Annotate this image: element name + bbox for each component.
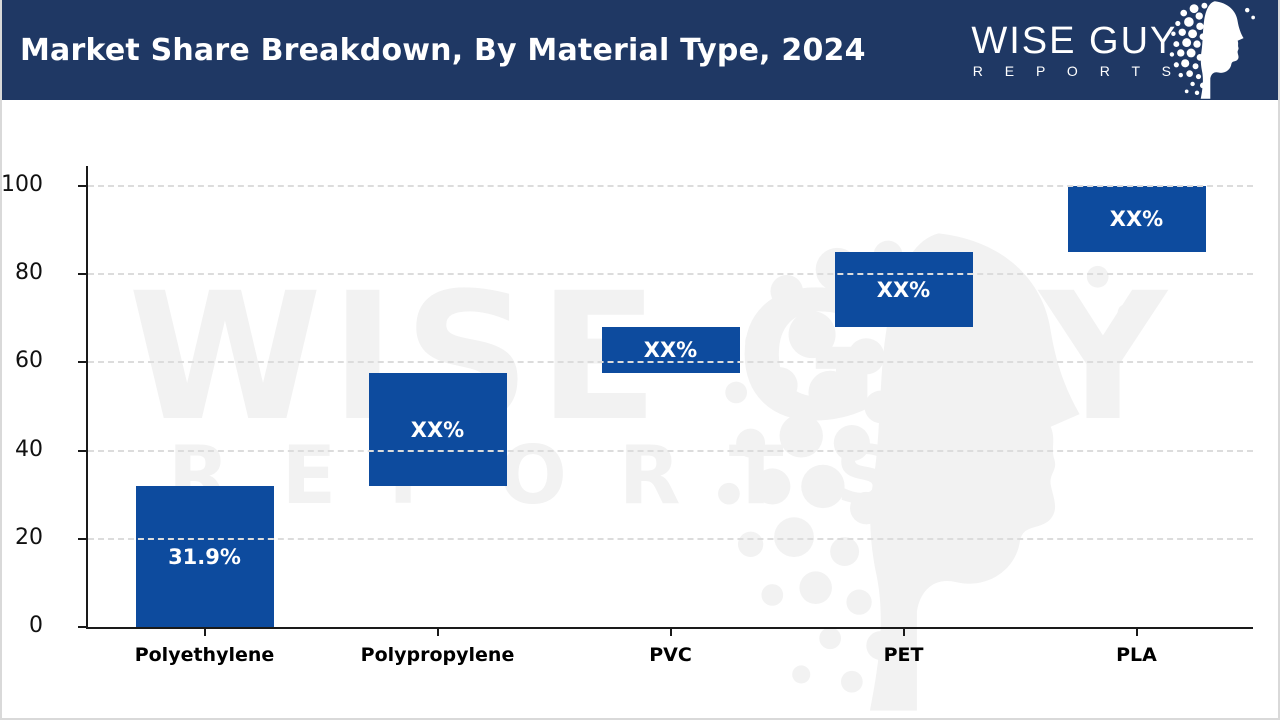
bar-value-label: XX% bbox=[1109, 206, 1164, 231]
y-tick-label: 100 bbox=[1, 171, 43, 197]
x-category-label: PVC bbox=[649, 644, 692, 666]
x-category-label: Polypropylene bbox=[360, 644, 515, 666]
x-tick-mark bbox=[902, 629, 905, 636]
gridline bbox=[88, 361, 1253, 364]
logo-text: WISE GUY R E P O R T S bbox=[969, 22, 1180, 79]
page-title: Market Share Breakdown, By Material Type… bbox=[20, 33, 866, 68]
gridline bbox=[88, 537, 1253, 540]
bar: XX% bbox=[834, 252, 973, 327]
y-tick-mark bbox=[78, 449, 86, 452]
x-category-label: PET bbox=[883, 644, 924, 666]
bar-value-label: XX% bbox=[410, 417, 465, 442]
bar: XX% bbox=[368, 373, 507, 487]
x-axis-line bbox=[86, 627, 1253, 629]
gridline bbox=[88, 449, 1253, 452]
gridline bbox=[88, 184, 1253, 187]
bar-value-label: 31.9% bbox=[168, 544, 241, 569]
y-tick-mark bbox=[78, 184, 86, 187]
x-tick-mark bbox=[203, 629, 206, 636]
y-tick-label: 0 bbox=[29, 613, 43, 638]
y-tick-mark bbox=[78, 626, 86, 628]
y-tick-label: 20 bbox=[15, 524, 43, 550]
bar-value-label: XX% bbox=[876, 277, 931, 302]
y-tick-mark bbox=[78, 273, 86, 276]
gridline bbox=[88, 273, 1253, 276]
y-tick-label: 40 bbox=[15, 436, 43, 462]
bar: XX% bbox=[1067, 185, 1206, 253]
y-tick-mark bbox=[78, 537, 86, 540]
x-tick-mark bbox=[669, 629, 672, 636]
plot-area: 0 20 40 60 80 100 Polyethylene Polypropylene PVC… bbox=[1, 166, 1253, 666]
x-category-label: PLA bbox=[1116, 644, 1157, 666]
y-axis-line bbox=[86, 166, 88, 629]
y-tick-label: 60 bbox=[15, 348, 43, 374]
y-tick-label: 80 bbox=[15, 260, 43, 286]
y-tick-mark bbox=[78, 361, 86, 364]
wiseguy-logo: WISE GUY R E P O R T S bbox=[969, 1, 1262, 99]
logo-wordmark: WISE GUY bbox=[971, 19, 1178, 62]
logo-reports-text: R E P O R T S bbox=[972, 62, 1180, 79]
wiseguy-head-icon bbox=[1169, 1, 1255, 99]
x-tick-mark bbox=[1135, 629, 1138, 636]
x-category-label: Polyethylene bbox=[134, 644, 275, 666]
bar: XX% bbox=[601, 327, 740, 374]
header: Market Share Breakdown, By Material Type… bbox=[0, 0, 1280, 100]
bar: 31.9% bbox=[135, 486, 274, 627]
x-tick-mark bbox=[436, 629, 439, 636]
chart-area: 0 20 40 60 80 100 Polyethylene Polypropylene PVC… bbox=[0, 100, 1280, 720]
bar-value-label: XX% bbox=[643, 338, 698, 363]
